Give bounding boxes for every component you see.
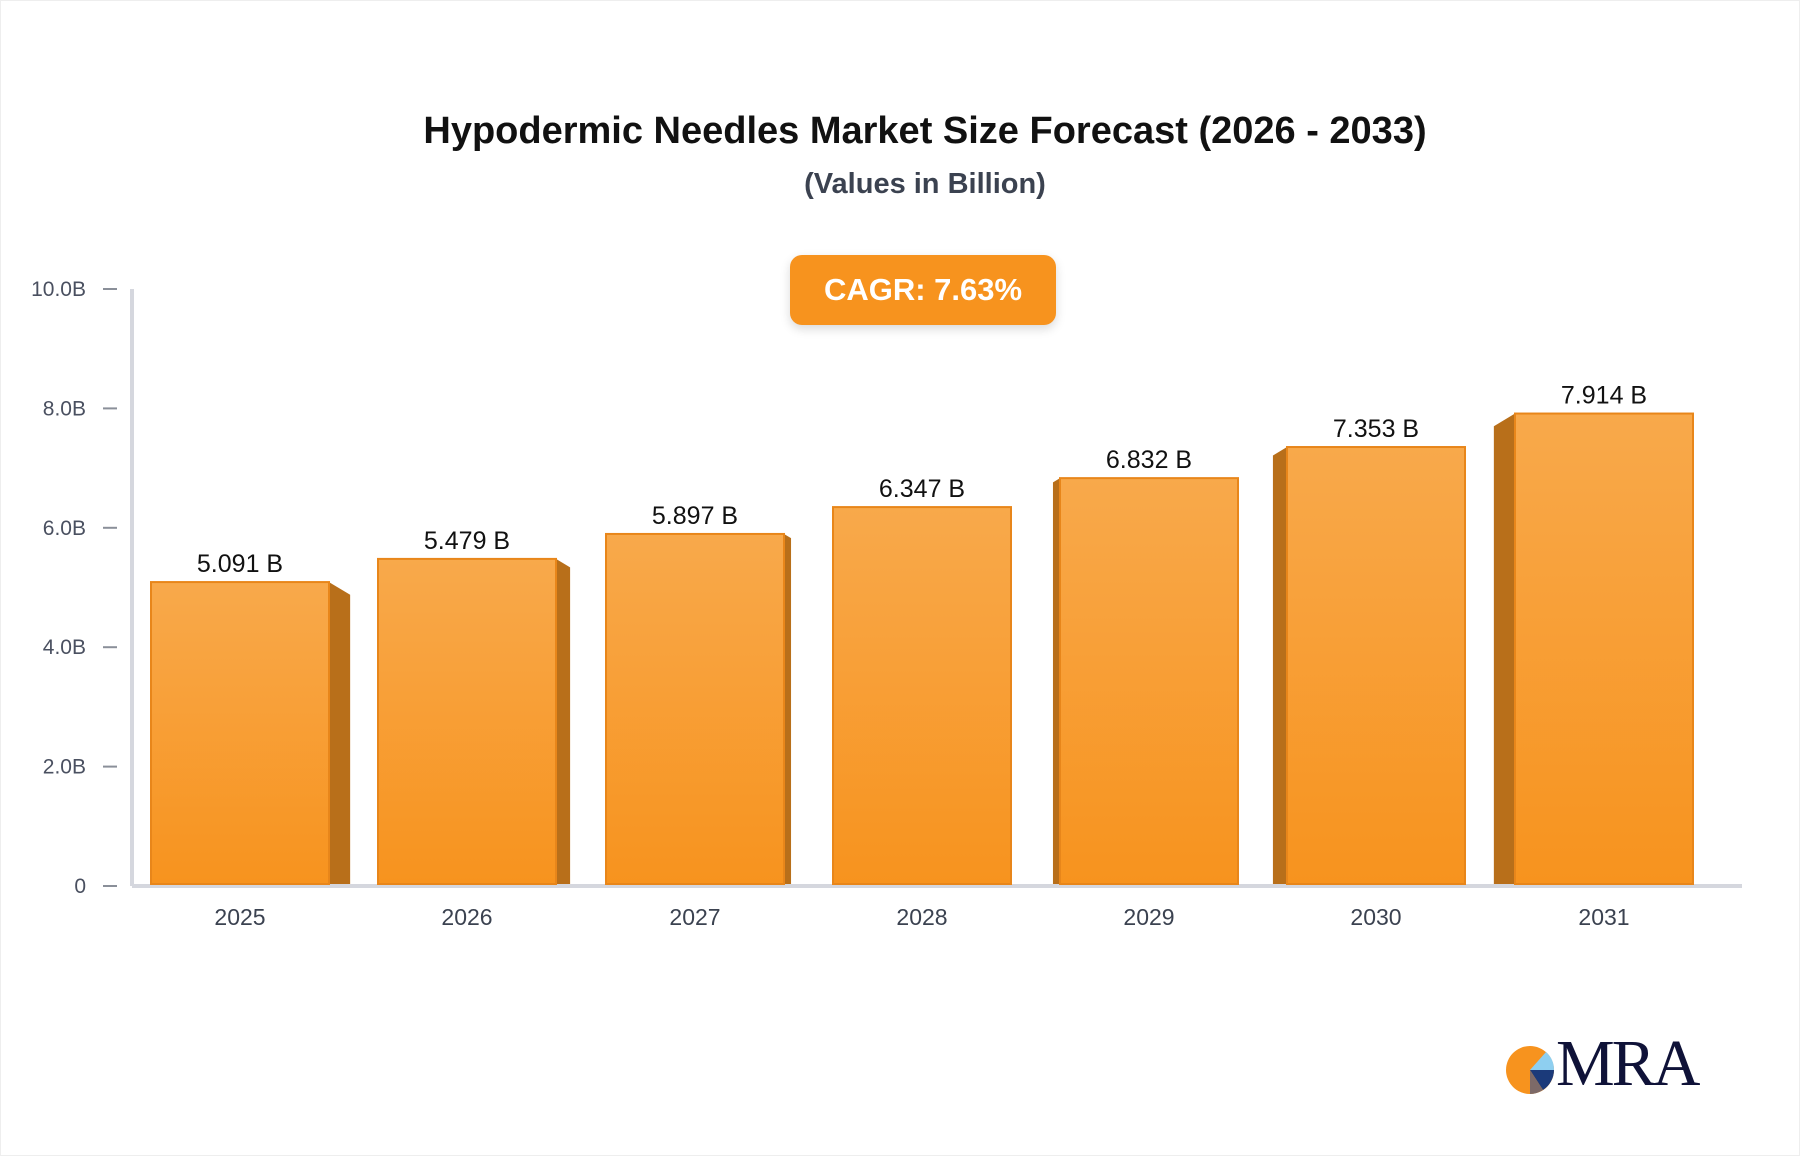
bar-side	[1052, 478, 1060, 884]
bar-value-label: 5.091 B	[197, 550, 283, 578]
bar-side	[1272, 447, 1287, 884]
cagr-badge: CAGR: 7.63%	[790, 255, 1056, 325]
bar-value-label: 6.832 B	[1106, 446, 1192, 474]
y-tick-label: 0	[74, 875, 86, 898]
logo-text: MRA	[1556, 1027, 1700, 1100]
y-tick-label: 10.0B	[31, 278, 86, 301]
x-tick-label: 2025	[214, 904, 265, 930]
y-tick-label: 6.0B	[43, 517, 86, 540]
x-tick-label: 2031	[1578, 904, 1629, 930]
bar-value-label: 6.347 B	[879, 475, 965, 503]
bar-side	[329, 582, 351, 884]
x-tick-label: 2027	[669, 904, 720, 930]
x-tick-label: 2028	[896, 904, 947, 930]
bar-value-label: 5.897 B	[652, 502, 738, 530]
bar-2031	[1514, 412, 1694, 885]
bar-value-label: 5.479 B	[424, 527, 510, 555]
chart-title: Hypodermic Needles Market Size Forecast …	[423, 110, 1427, 152]
bar-value-label: 7.353 B	[1333, 415, 1419, 443]
bar-side	[784, 533, 792, 884]
bar-2030	[1286, 446, 1466, 885]
y-tick-label: 2.0B	[43, 756, 86, 779]
bar-2026	[377, 557, 557, 885]
bar-value-label: 7.914 B	[1561, 382, 1647, 410]
bar-2027	[605, 532, 785, 885]
bar-side	[1493, 413, 1515, 884]
bar-2029	[1059, 477, 1239, 885]
bar-2028	[832, 506, 1012, 885]
y-tick-label: 8.0B	[43, 397, 86, 420]
bar-2025	[150, 581, 330, 886]
x-tick-label: 2026	[441, 904, 492, 930]
chart-subtitle: (Values in Billion)	[804, 168, 1046, 200]
x-tick-label: 2029	[1123, 904, 1174, 930]
bar-side	[556, 558, 571, 884]
y-tick-label: 4.0B	[43, 636, 86, 659]
x-tick-label: 2030	[1350, 904, 1401, 930]
